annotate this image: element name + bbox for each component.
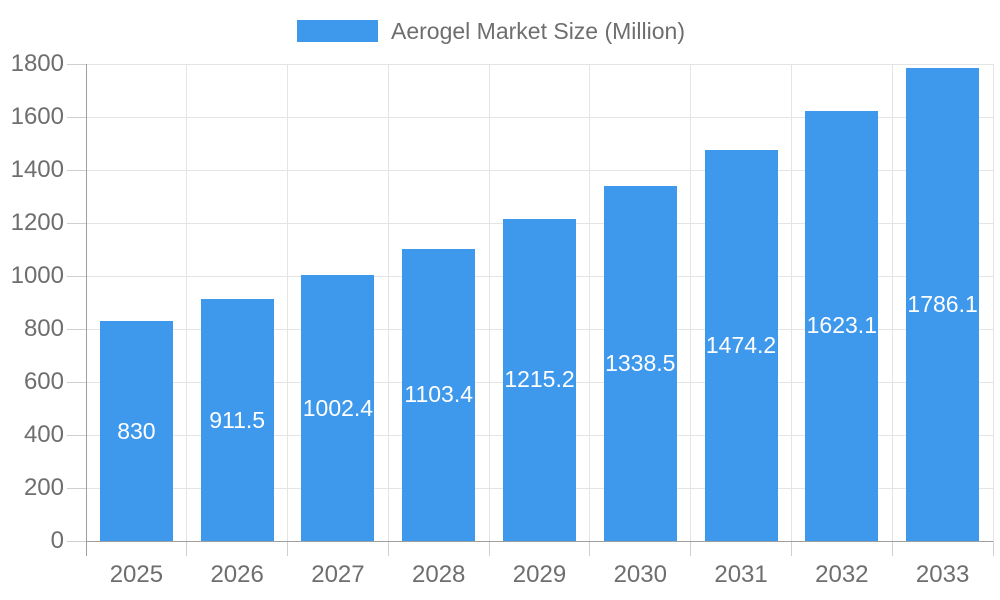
y-axis-label-1600: 1600	[10, 103, 64, 130]
gridline-v-8	[891, 64, 893, 541]
y-tick-200	[67, 487, 86, 489]
y-axis-label-1200: 1200	[10, 209, 64, 236]
gridline-v-7	[790, 64, 792, 541]
y-axis-line	[85, 64, 87, 556]
x-axis-label-2027: 2027	[311, 561, 365, 588]
bar-value-2031: 1474.2	[705, 332, 777, 359]
bar-value-2027: 1002.4	[302, 394, 374, 421]
x-axis-label-2029: 2029	[512, 561, 567, 588]
y-axis-label-200: 200	[23, 474, 64, 501]
gridline-v-2	[287, 64, 289, 541]
y-axis-label-800: 800	[23, 315, 64, 342]
bar-2033[interactable]: 1786.1	[906, 67, 980, 541]
x-axis-label-2026: 2026	[210, 561, 264, 588]
gridline-h-1400	[86, 169, 993, 171]
bar-value-2029: 1215.2	[504, 366, 575, 393]
x-tick-1	[186, 541, 188, 556]
x-tick-3	[387, 541, 389, 556]
y-tick-1000	[67, 275, 86, 277]
bar-value-2028: 1103.4	[404, 381, 474, 408]
gridline-h-1600	[86, 116, 993, 118]
x-tick-4	[488, 541, 490, 556]
y-tick-1800	[67, 63, 86, 65]
bar-value-2032: 1623.1	[806, 312, 877, 339]
gridline-v-5	[589, 64, 591, 541]
y-tick-1600	[67, 116, 86, 118]
gridline-v-4	[488, 64, 490, 541]
y-axis-label-400: 400	[23, 421, 64, 448]
x-tick-9	[992, 541, 994, 556]
y-axis-label-1400: 1400	[10, 156, 64, 183]
gridline-v-1	[186, 64, 188, 541]
x-axis-line	[86, 540, 993, 542]
gridline-h-1800	[86, 63, 993, 65]
y-tick-600	[67, 381, 86, 383]
x-tick-5	[589, 541, 591, 556]
x-tick-8	[891, 541, 893, 556]
legend[interactable]: Aerogel Market Size (Million)	[297, 17, 685, 45]
y-tick-0	[67, 540, 86, 542]
legend-swatch-icon	[297, 20, 378, 42]
bar-2029[interactable]: 1215.2	[503, 218, 576, 541]
gridline-v-6	[690, 64, 692, 541]
y-axis-label-0: 0	[50, 527, 64, 554]
x-tick-7	[790, 541, 792, 556]
x-axis-label-2028: 2028	[412, 561, 466, 588]
y-tick-1400	[67, 169, 86, 171]
y-axis-label-1000: 1000	[10, 262, 64, 289]
x-axis-label-2025: 2025	[109, 561, 164, 588]
gridline-v-9	[992, 64, 994, 541]
y-tick-400	[67, 434, 86, 436]
bar-2031[interactable]: 1474.2	[704, 150, 778, 541]
x-axis-label-2032: 2032	[815, 561, 869, 588]
y-axis-label-600: 600	[23, 368, 64, 395]
x-tick-2	[287, 541, 289, 556]
x-tick-6	[690, 541, 692, 556]
x-axis-label-2030: 2030	[613, 561, 667, 588]
y-axis-label-1800: 1800	[10, 50, 64, 77]
x-axis-label-2031: 2031	[714, 561, 768, 588]
gridline-v-3	[387, 64, 389, 541]
bar-value-2033: 1786.1	[907, 290, 978, 317]
x-axis-label-2033: 2033	[915, 561, 970, 588]
bar-value-2025: 830	[117, 417, 156, 444]
bar-2032[interactable]: 1623.1	[805, 110, 879, 541]
bar-value-2030: 1338.5	[605, 350, 676, 377]
legend-label: Aerogel Market Size (Million)	[391, 17, 685, 44]
y-tick-800	[67, 328, 86, 330]
bar-2030[interactable]: 1338.5	[603, 186, 677, 541]
bar-2026[interactable]: 911.5	[200, 299, 274, 541]
bar-2028[interactable]: 1103.4	[402, 248, 476, 541]
bar-2027[interactable]: 1002.4	[301, 275, 375, 541]
bar-value-2026: 911.5	[209, 406, 266, 433]
bar-2025[interactable]: 830	[99, 321, 173, 541]
y-tick-1200	[67, 222, 86, 224]
